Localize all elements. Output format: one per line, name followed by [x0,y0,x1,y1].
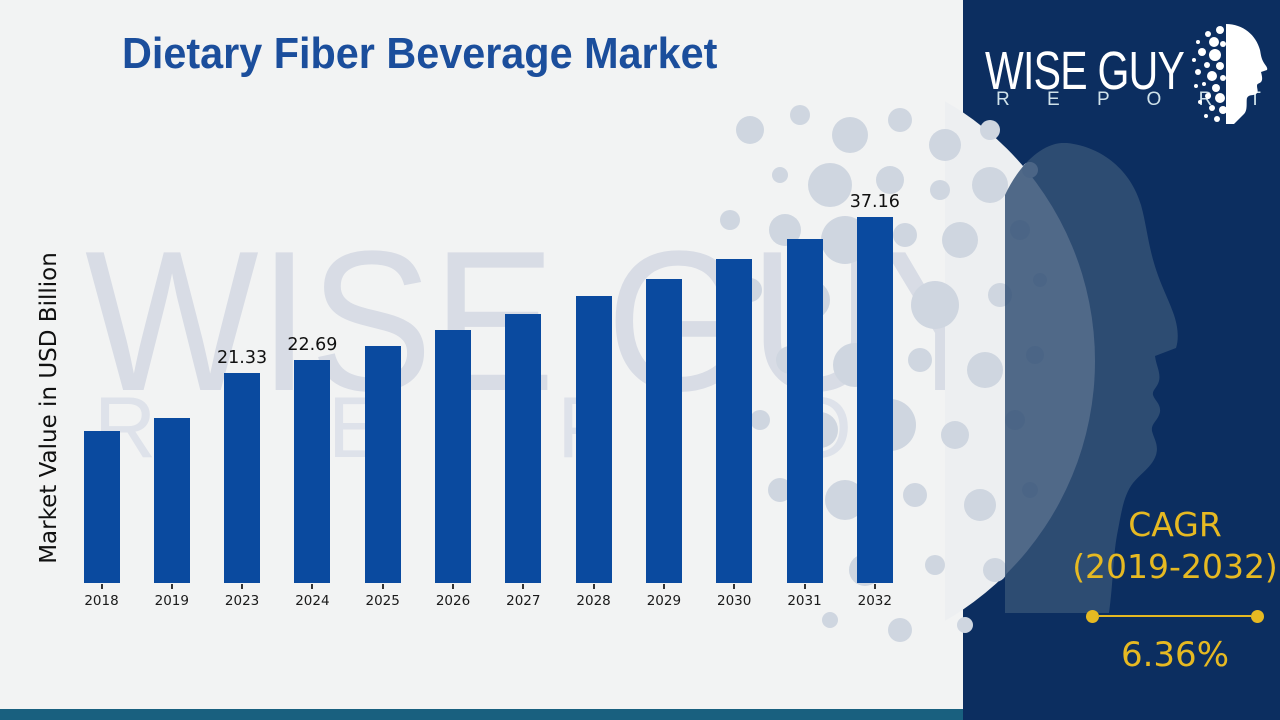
bar-2029 [645,278,682,583]
x-tick-label-2029: 2029 [646,593,682,609]
x-axis-tick [241,584,244,589]
x-axis-tick [170,584,173,589]
x-tick-label-2019: 2019 [154,593,189,609]
cagr-block: CAGR (2019-2032) 6.36% [1045,505,1280,675]
divider-dot-left [1086,609,1099,623]
bar-2024 [294,359,331,583]
bar-2028 [575,296,612,583]
bar-2023 [224,372,261,583]
x-axis-tick [803,584,806,589]
x-tick-label-2032: 2032 [857,593,892,609]
bar-2026 [435,329,471,583]
bar-value-label-2023: 21.33 [217,347,268,368]
x-tick-label-2025: 2025 [365,593,400,609]
x-tick-label-2030: 2030 [717,593,752,609]
bottom-teal-strip [0,709,963,720]
logo-wordmark: WISE GUY [985,41,1185,101]
bar-2032 [856,217,893,583]
x-axis-tick [381,584,384,589]
bar-2025 [364,345,401,583]
x-axis-tick [873,584,876,589]
x-tick-label-2026: 2026 [435,593,471,609]
x-axis-tick [733,584,736,589]
bar-value-label-2024: 22.69 [287,334,338,355]
x-tick-label-2024: 2024 [295,593,330,609]
x-tick-label-2023: 2023 [224,593,260,609]
bar-2031 [786,239,823,583]
x-axis-tick [311,584,314,589]
bar-2018 [83,431,120,583]
x-axis-tick [100,584,103,589]
x-axis-tick [662,584,665,589]
face-profile-silhouette [1005,143,1178,613]
x-axis-tick [592,584,595,589]
cagr-divider [1045,609,1280,623]
x-tick-label-2027: 2027 [506,593,541,609]
cagr-range: (2019-2032) [1072,547,1278,587]
x-axis-tick [522,584,525,589]
x-axis-tick [452,584,454,589]
bar-2027 [505,314,542,583]
bar-2019 [153,417,190,583]
x-tick-label-2028: 2028 [576,593,611,609]
chart-title: Dietary Fiber Beverage Market [122,29,718,78]
bar-2030 [716,258,753,583]
cagr-value: 6.36% [1120,634,1229,675]
divider-dot-right [1251,609,1264,623]
bar-value-label-2032: 37.16 [849,192,900,212]
divider-line [1099,614,1251,618]
x-tick-label-2031: 2031 [787,593,822,609]
logo-face-icon [1192,24,1268,124]
x-tick-label-2018: 2018 [84,593,119,609]
cagr-label: CAGR [1128,505,1222,544]
